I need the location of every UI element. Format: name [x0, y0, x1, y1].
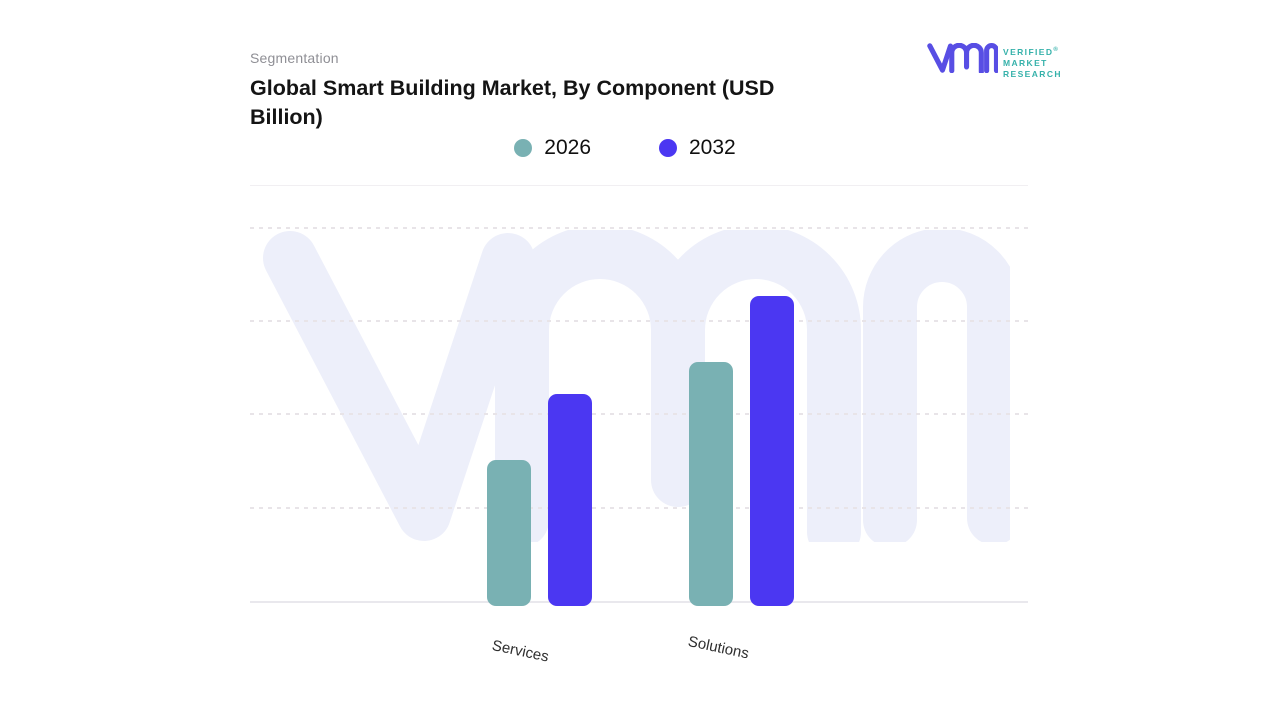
bar-solutions-2026	[689, 362, 733, 606]
legend-item-2026[interactable]: 2026	[514, 136, 591, 160]
logo-line-verified: VERIFIED®	[1003, 47, 1058, 57]
x-axis-baseline	[250, 601, 1028, 603]
gridline	[250, 413, 1028, 415]
watermark-vmr-icon	[263, 230, 1010, 542]
header-divider	[250, 185, 1028, 186]
chart-plot-area	[250, 227, 1028, 606]
legend-dot-2032	[659, 139, 677, 157]
logo-line-research: RESEARCH	[1003, 69, 1062, 79]
x-axis-label-services: Services	[490, 637, 551, 666]
gridline	[250, 227, 1028, 229]
gridline	[250, 507, 1028, 509]
gridline	[250, 320, 1028, 322]
bar-services-2032	[548, 394, 592, 606]
logo-line-market: MARKET	[1003, 58, 1048, 68]
chart-title: Global Smart Building Market, By Compone…	[250, 76, 775, 129]
bar-solutions-2032	[750, 296, 794, 606]
vmr-monogram-icon	[927, 43, 998, 73]
bar-services-2026	[487, 460, 531, 606]
registered-mark: ®	[1053, 47, 1058, 53]
legend-label-2032: 2032	[689, 136, 736, 159]
legend: 2026 2032	[250, 133, 1000, 163]
eyebrow-label: Segmentation	[250, 50, 339, 66]
logo-wordmark: VERIFIED® MARKET RESEARCH	[1003, 45, 1062, 80]
legend-dot-2026	[514, 139, 533, 157]
vmr-logo: VERIFIED® MARKET RESEARCH	[926, 40, 1076, 84]
x-axis-label-solutions: Solutions	[686, 633, 751, 663]
legend-label-2026: 2026	[544, 136, 591, 159]
legend-item-2032[interactable]: 2032	[659, 136, 736, 160]
